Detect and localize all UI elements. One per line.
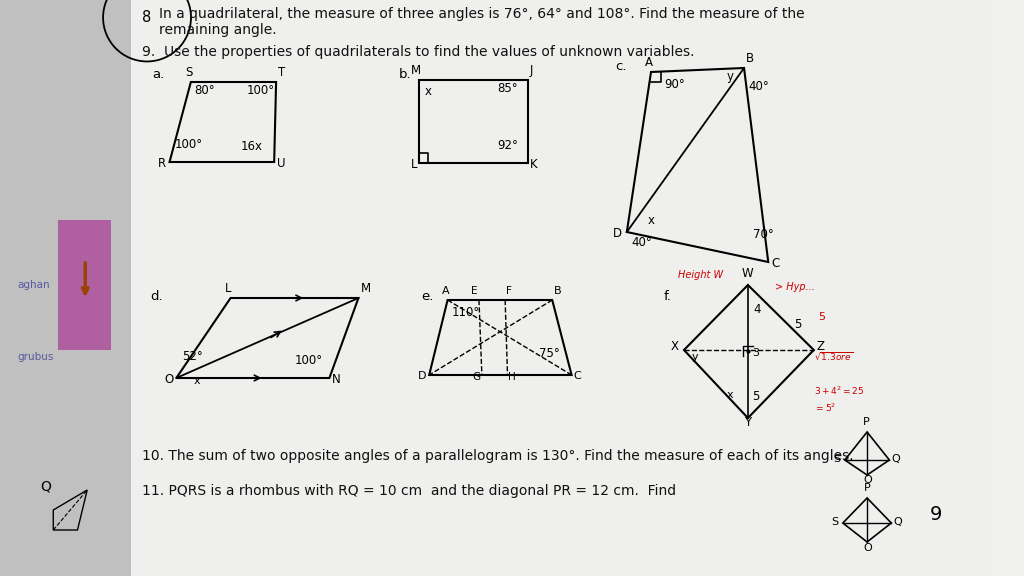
Text: 11. PQRS is a rhombus with RQ = 10 cm  and the diagonal PR = 12 cm.  Find: 11. PQRS is a rhombus with RQ = 10 cm an… [142,484,677,498]
Text: W: W [742,267,754,280]
Text: c.: c. [615,60,627,73]
Text: 110°: 110° [452,306,479,319]
Text: P: P [864,483,871,493]
Text: $=5^2$: $=5^2$ [814,401,836,414]
Text: 100°: 100° [247,84,275,97]
Text: N: N [333,373,341,386]
Text: S: S [831,517,839,527]
Text: grubus: grubus [17,352,54,362]
Text: b.: b. [399,68,412,81]
Text: 5: 5 [795,318,802,331]
Text: a.: a. [153,68,164,81]
Text: A: A [645,56,653,69]
Text: O: O [863,475,872,485]
Text: 40°: 40° [748,80,769,93]
Text: 3: 3 [752,348,759,358]
Text: 100°: 100° [295,354,323,367]
Text: 5: 5 [818,312,825,322]
Text: 9.  Use the properties of quadrilaterals to find the values of unknown variables: 9. Use the properties of quadrilaterals … [142,45,695,59]
Bar [58,220,112,350]
Text: C: C [771,257,779,270]
Text: 100°: 100° [174,138,203,151]
Text: y: y [692,352,698,362]
Text: R: R [158,157,166,170]
Text: f.: f. [664,290,672,303]
Text: d.: d. [151,290,163,303]
Text: Y: Y [744,416,752,429]
Text: 9: 9 [930,505,942,524]
Text: T: T [279,66,286,79]
Text: X: X [671,340,679,353]
Text: 8: 8 [142,10,152,25]
Text: D: D [418,371,426,381]
Text: 92°: 92° [497,139,518,152]
Text: L: L [411,158,417,171]
Text: 70°: 70° [753,228,773,241]
Text: K: K [530,158,538,171]
Text: S: S [185,66,193,79]
Text: S: S [834,454,841,464]
Text: x: x [648,214,655,227]
Text: O: O [863,543,872,553]
Text: D: D [613,227,623,240]
Text: 10. The sum of two opposite angles of a parallelogram is 130°. Find the measure : 10. The sum of two opposite angles of a … [142,449,854,463]
Text: M: M [411,64,421,77]
Text: $3+4^2=25$: $3+4^2=25$ [814,385,864,397]
Text: In a quadrilateral, the measure of three angles is 76°, 64° and 108°. Find the m: In a quadrilateral, the measure of three… [159,7,805,21]
Text: Height W: Height W [678,270,723,280]
Text: Q: Q [41,479,51,493]
Text: Q: Q [893,517,902,527]
Text: x: x [727,390,733,400]
Text: e.: e. [422,290,434,303]
Text: 85°: 85° [497,82,517,95]
Text: P: P [863,417,870,427]
Bar [0,0,131,576]
Text: O: O [165,373,174,386]
Text: x: x [194,376,201,386]
Text: $\sqrt{1.3ore}$: $\sqrt{1.3ore}$ [814,350,853,362]
Text: J: J [530,64,534,77]
Text: C: C [573,371,582,381]
Text: x: x [424,85,431,98]
Text: 75°: 75° [539,347,559,360]
Text: B: B [554,286,562,296]
Text: 52°: 52° [182,350,203,363]
Text: G: G [472,372,480,382]
Text: aghan: aghan [17,280,50,290]
Text: 40°: 40° [632,236,652,249]
Text: 4: 4 [754,303,761,316]
Text: L: L [224,282,231,295]
Text: B: B [745,52,754,65]
Text: H: H [509,372,516,382]
Text: Z: Z [817,340,824,353]
Text: Q: Q [891,454,900,464]
Text: F: F [506,286,512,296]
Text: 5: 5 [752,390,759,403]
Text: 90°: 90° [665,78,685,91]
Text: M: M [361,282,372,295]
Text: > Hyp...: > Hyp... [775,282,815,292]
Text: 16x: 16x [241,140,262,153]
Text: 80°: 80° [195,84,215,97]
Text: A: A [441,286,450,296]
Text: U: U [278,157,286,170]
Bar [131,0,992,576]
Text: remaining angle.: remaining angle. [159,23,276,37]
Text: E: E [471,286,478,296]
Text: y: y [727,70,733,83]
